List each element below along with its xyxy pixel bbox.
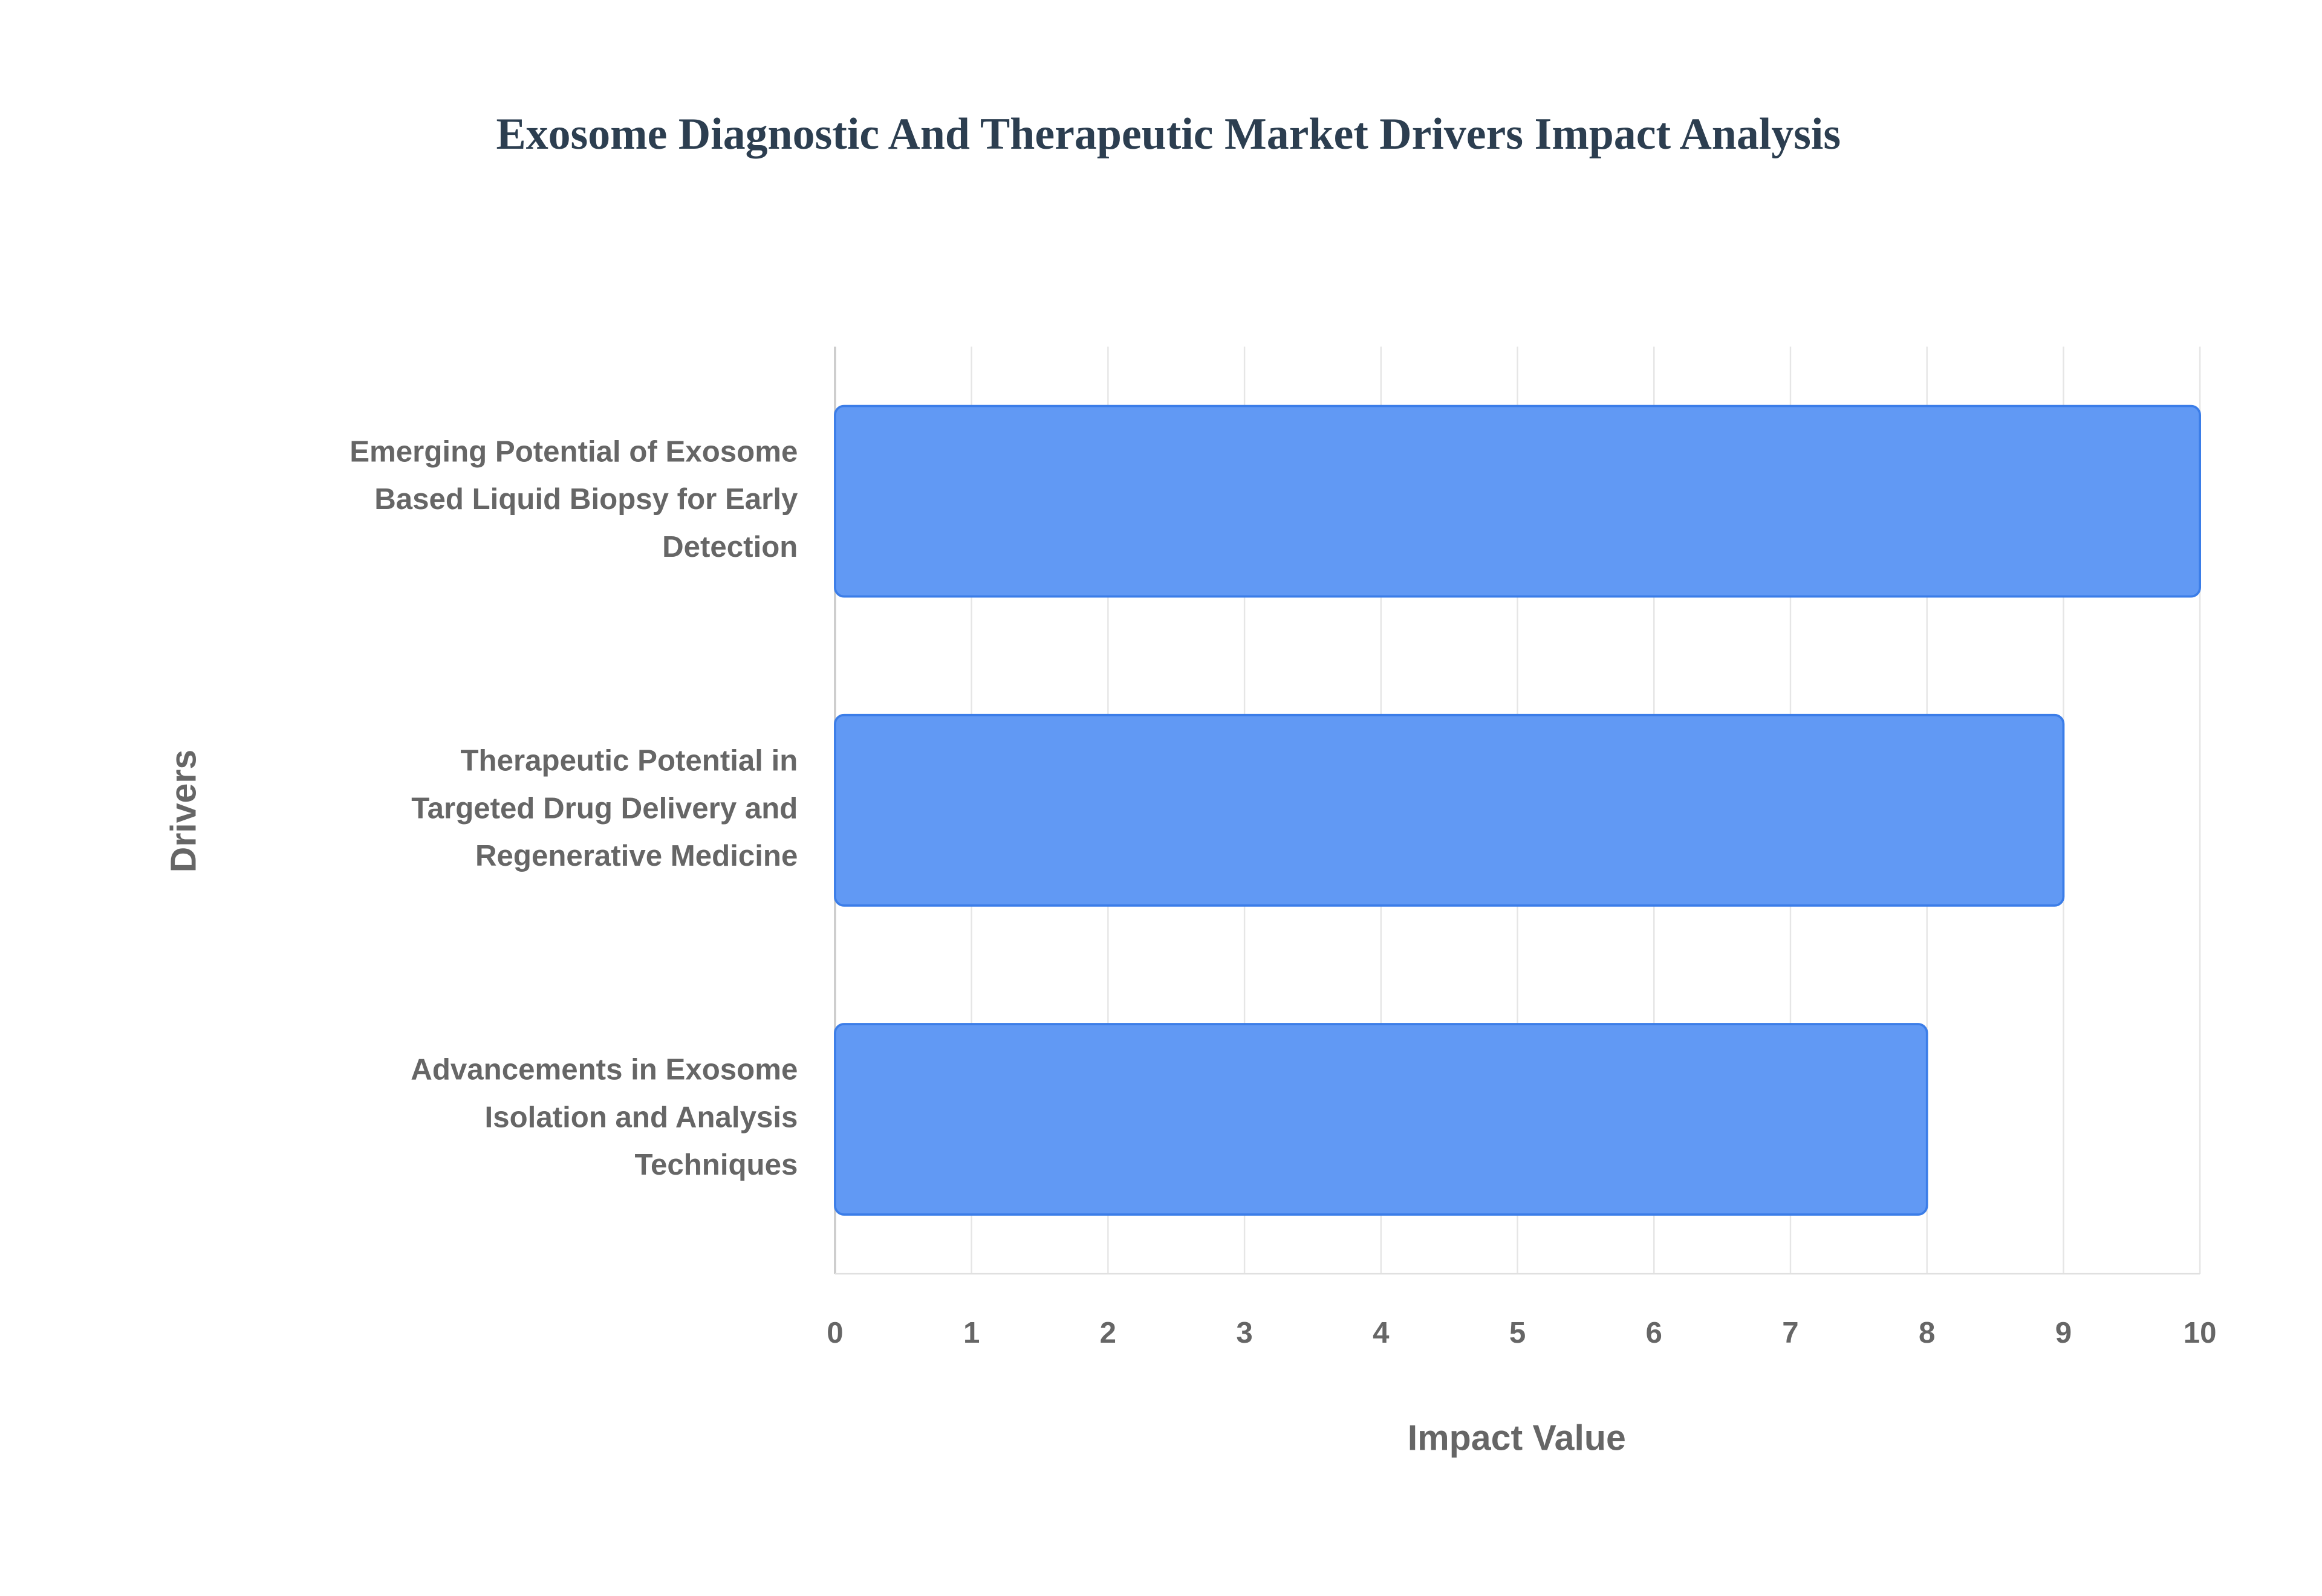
y-tick-label: Therapeutic Potential in Targeted Drug De… xyxy=(411,744,798,873)
y-tick-label: Advancements in Exosome Isolation and Ana… xyxy=(411,1053,798,1182)
x-tick-label: 9 xyxy=(2055,1316,2072,1349)
bar xyxy=(834,713,2065,907)
y-tick-label: Emerging Potential of Exosome Based Liqui… xyxy=(350,435,798,563)
bar xyxy=(834,1023,1928,1216)
x-tick-label: 7 xyxy=(1782,1316,1798,1349)
x-tick-label: 3 xyxy=(1236,1316,1252,1349)
x-tick-label: 0 xyxy=(827,1316,843,1349)
x-tick-label: 5 xyxy=(1509,1316,1526,1349)
y-axis-title: Drivers xyxy=(163,750,203,873)
x-tick-label: 2 xyxy=(1100,1316,1116,1349)
x-tick-label: 1 xyxy=(963,1316,980,1349)
bar xyxy=(834,404,2201,598)
x-tick-label: 8 xyxy=(1919,1316,1935,1349)
x-tick-label: 10 xyxy=(2184,1316,2217,1349)
x-tick-label: 6 xyxy=(1646,1316,1662,1349)
chart-title: Exosome Diagnostic And Therapeutic Marke… xyxy=(496,109,1841,158)
x-tick-label: 4 xyxy=(1373,1316,1390,1349)
x-axis-title: Impact Value xyxy=(1408,1418,1626,1458)
